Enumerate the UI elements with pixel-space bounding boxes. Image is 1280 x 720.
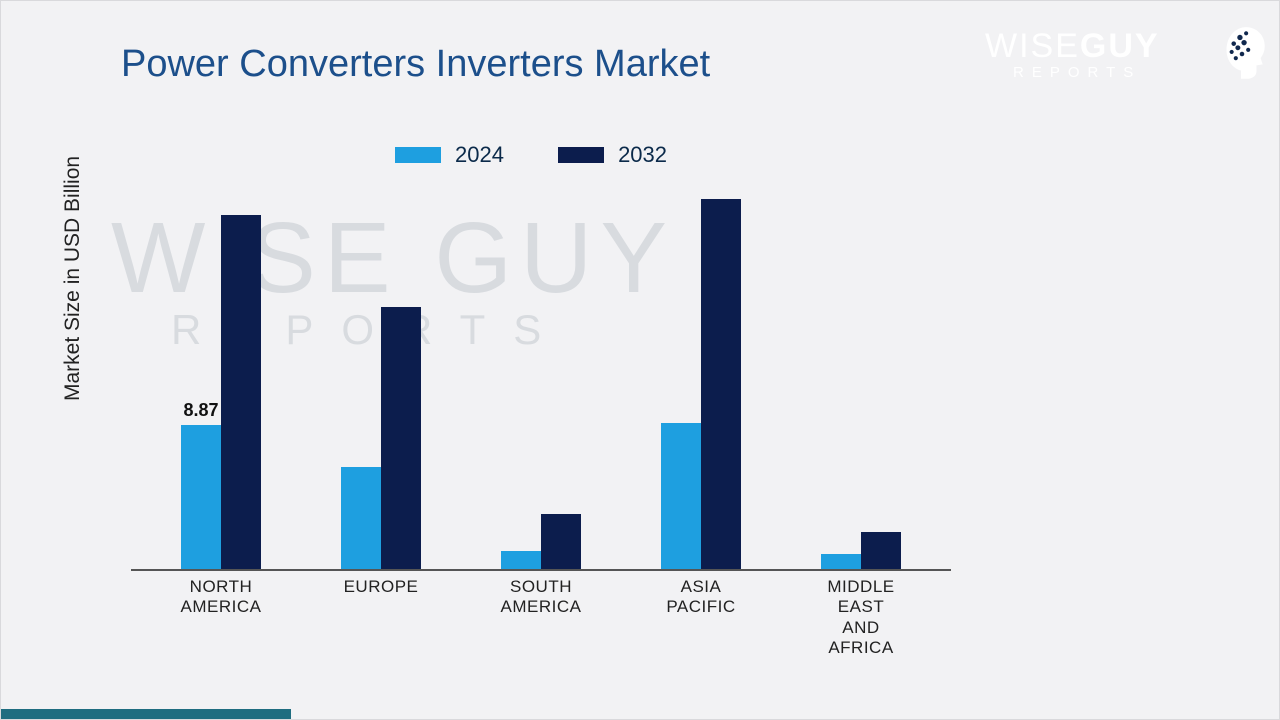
- legend: 2024 2032: [91, 141, 971, 168]
- category-label: NORTHAMERICA: [146, 569, 296, 618]
- brand-word-reports: REPORTS: [985, 64, 1245, 81]
- legend-label-2024: 2024: [455, 142, 504, 167]
- accent-bar: [1, 709, 291, 719]
- chart-title: Power Converters Inverters Market: [121, 43, 710, 86]
- chart: Market Size in USD Billion 2024 2032 8.8…: [91, 151, 971, 651]
- category-label: SOUTHAMERICA: [466, 569, 616, 618]
- brand-panel: WISEGUY REPORTS: [959, 1, 1279, 719]
- bar-2024: [181, 425, 221, 569]
- category-label: MIDDLEEASTANDAFRICA: [786, 569, 936, 659]
- bar-2024: [341, 467, 381, 569]
- legend-item-2032: 2032: [558, 141, 667, 168]
- bar-2024: [821, 554, 861, 569]
- legend-label-2032: 2032: [618, 142, 667, 167]
- bar-2024: [501, 551, 541, 569]
- bar-2032: [701, 199, 741, 570]
- bar-value-label: 8.87: [183, 400, 218, 421]
- legend-swatch-2024: [395, 147, 441, 163]
- bar-2032: [861, 532, 901, 569]
- legend-swatch-2032: [558, 147, 604, 163]
- bar-2032: [381, 307, 421, 569]
- category-label: EUROPE: [306, 569, 456, 597]
- bar-2032: [221, 215, 261, 569]
- y-axis-label: Market Size in USD Billion: [61, 156, 85, 401]
- brand-word-wise: WISE: [985, 27, 1080, 65]
- legend-item-2024: 2024: [395, 141, 504, 168]
- bar-2024: [661, 423, 701, 569]
- plot-area: 8.87NORTHAMERICAEUROPESOUTHAMERICAASIAPA…: [131, 181, 951, 571]
- category-label: ASIAPACIFIC: [626, 569, 776, 618]
- bar-2032: [541, 514, 581, 569]
- brand-logo: WISEGUY REPORTS: [985, 27, 1245, 81]
- brand-head-icon: [1211, 23, 1273, 85]
- brand-word-guy: GUY: [1080, 27, 1160, 65]
- chart-card: WISEGUY REPORTS Power Converters Inverte…: [0, 0, 1280, 720]
